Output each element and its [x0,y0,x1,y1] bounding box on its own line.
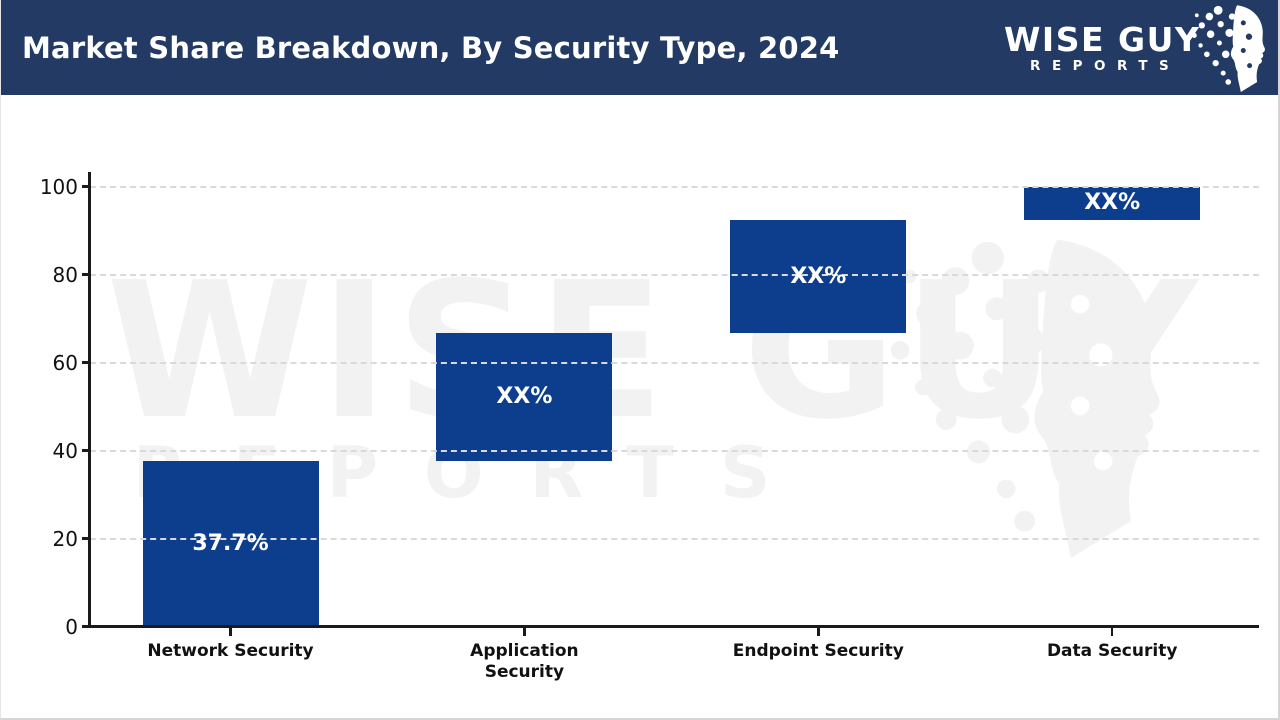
y-tick-label-40: 40 [52,438,78,463]
gridline-100 [90,185,1259,188]
y-tick-label-60: 60 [52,350,78,375]
logo-head-profile-icon [1192,5,1266,92]
x-tick [523,626,526,636]
x-tick [817,626,820,636]
bar-segment [1024,186,1201,221]
bar-value-label: 37.7% [192,530,269,556]
x-tick [229,626,232,636]
y-tick-100 [82,185,91,188]
gridline-60 [90,361,1259,364]
bar-segment [142,460,319,627]
bar-value-label: XX% [1084,190,1141,216]
y-axis-line [88,172,91,627]
logo-text: WISE GUY REPORTS [1004,23,1200,74]
category-label: Network Security [147,641,314,661]
bar-value-label: XX% [790,263,847,289]
bar-segment [436,333,613,461]
watermark-head-profile-icon [890,239,1160,559]
y-tick-40 [82,449,91,452]
bar-segment [730,220,907,334]
gridline-80 [90,273,1259,276]
gridline-20 [90,537,1259,540]
category-label: Application Security [470,641,579,682]
y-tick-label-100: 100 [39,174,78,199]
y-tick-80 [82,273,91,276]
logo-wordmark: WISE GUY [1004,19,1201,59]
logo-subtitle: REPORTS [1030,57,1181,74]
y-tick-label-80: 80 [52,262,78,287]
x-axis-line [88,624,1259,628]
wise-guy-logo: WISE GUY REPORTS [1004,2,1270,94]
bar-value-label: XX% [496,384,553,410]
header: Market Share Breakdown, By Security Type… [1,0,1278,95]
y-tick-0 [82,625,91,628]
category-label: Endpoint Security [732,641,904,661]
gridline-40 [90,449,1259,452]
y-tick-20 [82,537,91,540]
y-tick-60 [82,361,91,364]
x-tick [1110,626,1114,636]
y-tick-label-0: 0 [65,614,78,639]
y-tick-label-20: 20 [52,526,78,551]
page-title: Market Share Breakdown, By Security Type… [22,30,840,65]
category-label: Data Security [1046,641,1178,661]
